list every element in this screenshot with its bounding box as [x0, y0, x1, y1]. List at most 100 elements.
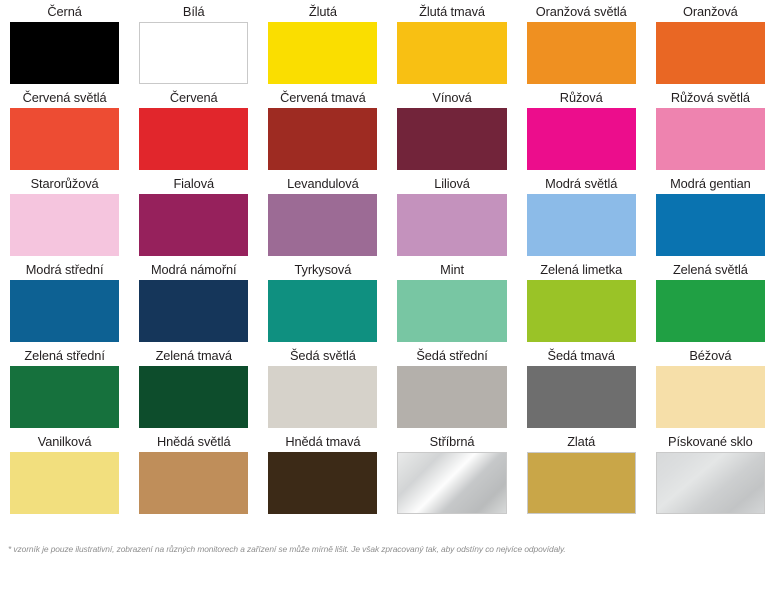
swatch-label: Pískované sklo [668, 434, 753, 449]
swatch-color-chip[interactable] [655, 194, 765, 256]
swatch-cell[interactable]: Červená světlá [0, 90, 129, 176]
swatch-color-chip[interactable] [10, 366, 120, 428]
swatch-color-chip[interactable] [268, 194, 378, 256]
swatch-color-chip[interactable] [655, 22, 765, 84]
swatch-color-chip[interactable] [655, 108, 765, 170]
swatch-label: Stříbrná [429, 434, 475, 449]
swatch-label: Červená [169, 90, 218, 105]
swatch-cell[interactable]: Modrá námořní [129, 262, 258, 348]
swatch-cell[interactable]: Liliová [387, 176, 516, 262]
swatch-color-chip[interactable] [526, 280, 636, 342]
swatch-label: Zelená střední [24, 348, 105, 363]
swatch-cell[interactable]: Starorůžová [0, 176, 129, 262]
swatch-color-chip[interactable] [268, 22, 378, 84]
swatch-cell[interactable]: Šedá tmavá [517, 348, 646, 434]
swatch-cell[interactable]: Fialová [129, 176, 258, 262]
swatch-cell[interactable]: Zelená světlá [646, 262, 775, 348]
swatch-row: Modrá střední Modrá námořní Tyrkysová Mint Z… [0, 262, 775, 348]
swatch-cell[interactable]: Modrá světlá [517, 176, 646, 262]
swatch-color-chip[interactable] [397, 22, 507, 84]
swatch-cell[interactable]: Stříbrná [387, 434, 516, 520]
swatch-color-chip[interactable] [139, 194, 249, 256]
swatch-color-chip[interactable] [139, 22, 249, 84]
swatch-color-chip[interactable] [10, 280, 120, 342]
swatch-cell[interactable]: Béžová [646, 348, 775, 434]
swatch-cell[interactable]: Oranžová [646, 4, 775, 90]
swatch-label: Oranžová světlá [535, 4, 627, 19]
swatch-cell[interactable]: Červená [129, 90, 258, 176]
swatch-cell[interactable]: Červená tmavá [258, 90, 387, 176]
swatch-row [0, 520, 775, 606]
swatch-color-chip[interactable] [526, 452, 636, 514]
swatch-color-chip[interactable] [268, 108, 378, 170]
swatch-cell[interactable]: Šedá střední [387, 348, 516, 434]
swatch-color-chip[interactable] [526, 22, 636, 84]
swatch-color-chip[interactable] [10, 194, 120, 256]
swatch-color-chip[interactable] [268, 452, 378, 514]
swatch-cell[interactable]: Zelená střední [0, 348, 129, 434]
swatch-row: Vanilková Hnědá světlá Hnědá tmavá Stříbrná… [0, 434, 775, 520]
swatch-cell[interactable]: Zelená tmavá [129, 348, 258, 434]
swatch-row: Zelená střední Zelená tmavá Šedá světlá Šed… [0, 348, 775, 434]
swatch-label: Zelená světlá [672, 262, 748, 277]
swatch-cell[interactable]: Mint [387, 262, 516, 348]
swatch-cell[interactable]: Hnědá světlá [129, 434, 258, 520]
swatch-cell[interactable]: Hnědá tmavá [258, 434, 387, 520]
swatch-label: Zelená limetka [540, 262, 623, 277]
swatch-label: Šedá tmavá [547, 348, 615, 363]
swatch-label: Levandulová [287, 176, 359, 191]
swatch-cell[interactable]: Růžová světlá [646, 90, 775, 176]
swatch-label: Liliová [434, 176, 470, 191]
swatch-cell[interactable]: Růžová [517, 90, 646, 176]
swatch-cell[interactable]: Pískované sklo [646, 434, 775, 520]
swatch-color-chip[interactable] [655, 366, 765, 428]
swatch-color-chip[interactable] [397, 280, 507, 342]
swatch-label: Žlutá [308, 4, 337, 19]
swatch-cell[interactable]: Tyrkysová [258, 262, 387, 348]
swatch-color-chip[interactable] [10, 452, 120, 514]
swatch-label: Tyrkysová [294, 262, 352, 277]
swatch-label: Oranžová [683, 4, 738, 19]
swatch-cell[interactable]: Bílá [129, 4, 258, 90]
swatch-label: Bílá [182, 4, 205, 19]
swatch-label: Šedá světlá [290, 348, 356, 363]
swatch-cell[interactable]: Žlutá tmavá [387, 4, 516, 90]
swatch-color-chip[interactable] [268, 366, 378, 428]
swatch-color-chip[interactable] [10, 108, 120, 170]
swatch-cell[interactable]: Vínová [387, 90, 516, 176]
swatch-label: Fialová [173, 176, 215, 191]
swatch-label: Mint [440, 262, 464, 277]
swatch-cell[interactable]: Žlutá [258, 4, 387, 90]
swatch-color-chip[interactable] [10, 22, 120, 84]
swatch-label: Červená světlá [22, 90, 107, 105]
swatch-cell[interactable]: Levandulová [258, 176, 387, 262]
swatch-color-chip[interactable] [397, 108, 507, 170]
swatch-color-chip[interactable] [268, 280, 378, 342]
swatch-color-chip[interactable] [526, 108, 636, 170]
swatch-color-chip[interactable] [655, 280, 765, 342]
swatch-color-chip[interactable] [139, 108, 249, 170]
swatch-cell[interactable]: Oranžová světlá [517, 4, 646, 90]
swatch-label: Starorůžová [30, 176, 99, 191]
swatch-color-chip[interactable] [397, 366, 507, 428]
swatch-cell[interactable]: Modrá střední [0, 262, 129, 348]
swatch-label: Černá [47, 4, 82, 19]
swatch-color-chip[interactable] [139, 280, 249, 342]
swatch-label: Vínová [432, 90, 472, 105]
swatch-cell[interactable]: Černá [0, 4, 129, 90]
swatch-color-chip[interactable] [655, 452, 765, 514]
swatch-color-chip[interactable] [139, 452, 249, 514]
swatch-label: Modrá gentian [670, 176, 751, 191]
swatch-cell[interactable]: Šedá světlá [258, 348, 387, 434]
swatch-color-chip[interactable] [397, 452, 507, 514]
swatch-color-chip[interactable] [139, 366, 249, 428]
swatch-cell[interactable]: Modrá gentian [646, 176, 775, 262]
swatch-color-chip[interactable] [526, 194, 636, 256]
swatch-cell[interactable]: Zlatá [517, 434, 646, 520]
swatch-cell[interactable]: Zelená limetka [517, 262, 646, 348]
swatch-color-chip[interactable] [397, 194, 507, 256]
swatch-color-chip[interactable] [526, 366, 636, 428]
swatch-cell[interactable]: Vanilková [0, 434, 129, 520]
swatch-label: Růžová [559, 90, 603, 105]
